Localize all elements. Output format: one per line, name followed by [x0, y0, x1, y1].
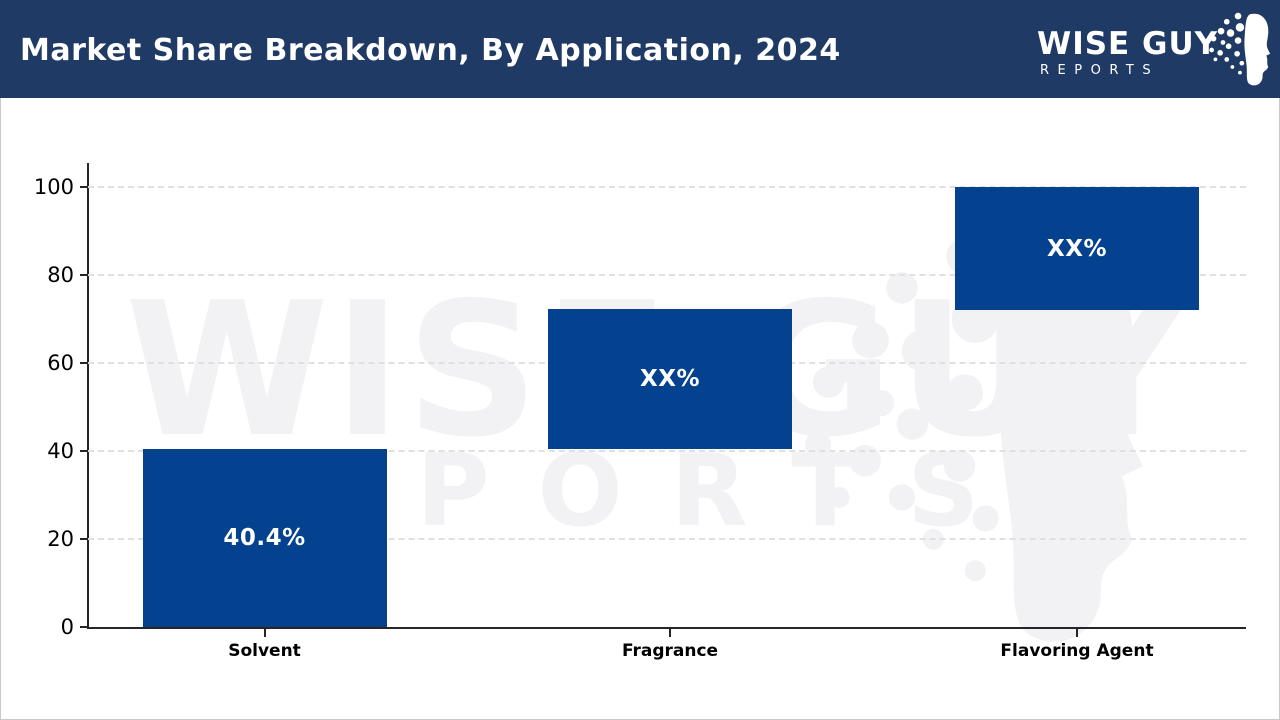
y-tick-label: 60	[47, 351, 74, 375]
y-tick-label: 80	[47, 263, 74, 287]
bar-flavoring-agent: XX%	[955, 187, 1199, 311]
y-tick-label: 0	[60, 615, 74, 639]
x-tick-mark	[263, 629, 266, 637]
x-tick-mark	[669, 629, 671, 637]
bar-fragrance: XX%	[548, 308, 792, 450]
logo-head-icon	[1209, 12, 1271, 86]
gridline-y-100	[88, 186, 1246, 188]
gridline-y-80	[88, 274, 1246, 276]
logo-reports-text: REPORTS	[1040, 63, 1160, 78]
header-banner: Market Share Breakdown, By Application, …	[0, 0, 1280, 98]
wise-guy-reports-logo: WISE GUY REPORTS	[1007, 8, 1272, 92]
chart-title: Market Share Breakdown, By Application, …	[20, 33, 841, 68]
y-tick-label: 20	[47, 527, 74, 551]
y-tick-mark	[80, 626, 88, 628]
x-category-label: Solvent	[228, 641, 301, 661]
gridline-y-20	[88, 538, 1246, 540]
bar-value-label: 40.4%	[223, 525, 306, 552]
y-tick-label: 100	[33, 175, 74, 199]
logo-wordmark: WISE GUY	[1037, 26, 1219, 62]
x-tick-mark	[1076, 629, 1078, 637]
y-axis-line	[87, 163, 89, 629]
bar-value-label: XX%	[1046, 235, 1107, 262]
y-tick-mark	[80, 450, 88, 452]
x-axis-line	[87, 627, 1246, 629]
x-category-label: Flavoring Agent	[1000, 641, 1154, 661]
bar-solvent: 40.4%	[142, 449, 387, 627]
bar-value-label: XX%	[639, 366, 700, 393]
y-tick-label: 40	[47, 439, 74, 463]
y-tick-mark	[80, 274, 88, 276]
y-tick-mark	[80, 186, 88, 188]
y-tick-mark	[80, 538, 88, 540]
x-category-label: Fragrance	[621, 641, 719, 661]
logo-text: WISE GUY REPORTS	[1037, 26, 1218, 78]
y-tick-mark	[80, 362, 88, 364]
gridline-y-40	[88, 450, 1246, 452]
